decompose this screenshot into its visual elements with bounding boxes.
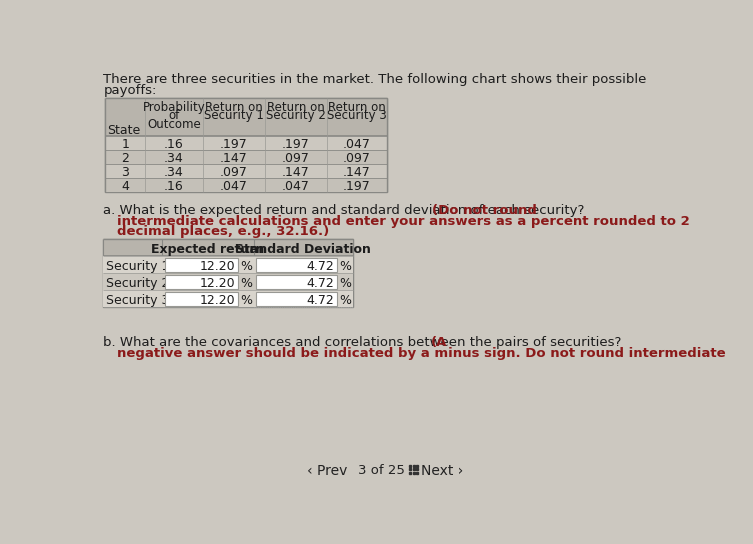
Bar — [256, 258, 337, 271]
Text: State: State — [107, 124, 141, 137]
Bar — [256, 292, 337, 306]
Text: %: % — [339, 260, 351, 273]
Text: 4.72: 4.72 — [306, 277, 334, 290]
Text: 3 of 25: 3 of 25 — [358, 464, 404, 477]
Text: Next ›: Next › — [421, 464, 463, 478]
Text: Return on: Return on — [205, 101, 263, 114]
Text: of: of — [169, 109, 179, 122]
Bar — [165, 292, 237, 306]
Text: Security 2: Security 2 — [105, 277, 169, 290]
Text: decimal places, e.g., 32.16.): decimal places, e.g., 32.16.) — [117, 225, 330, 238]
Text: 4.72: 4.72 — [306, 260, 334, 273]
Text: 12.20: 12.20 — [200, 277, 235, 290]
Text: intermediate calculations and enter your answers as a percent rounded to 2: intermediate calculations and enter your… — [117, 215, 691, 227]
Text: 12.20: 12.20 — [200, 260, 235, 273]
Text: %: % — [339, 294, 351, 307]
Bar — [103, 256, 353, 273]
Bar — [103, 239, 353, 307]
Text: Security 3: Security 3 — [105, 294, 169, 307]
Text: negative answer should be indicated by a minus sign. Do not round intermediate: negative answer should be indicated by a… — [117, 347, 726, 360]
Text: .16: .16 — [164, 138, 184, 151]
Text: Probability: Probability — [142, 101, 206, 114]
Text: 3: 3 — [121, 166, 129, 179]
Bar — [105, 136, 387, 150]
Text: Outcome: Outcome — [147, 118, 201, 131]
Bar — [103, 239, 353, 256]
Text: a. What is the expected return and standard deviation of each security?: a. What is the expected return and stand… — [103, 204, 589, 217]
Text: .047: .047 — [282, 180, 309, 193]
Text: 2: 2 — [121, 152, 129, 165]
Text: Return on: Return on — [328, 101, 386, 114]
Text: .147: .147 — [220, 152, 248, 165]
Text: Standard Deviation: Standard Deviation — [236, 243, 371, 256]
Bar — [105, 150, 387, 164]
Text: .34: .34 — [164, 166, 184, 179]
Text: %: % — [339, 277, 351, 290]
Bar — [105, 178, 387, 191]
Text: Security 2: Security 2 — [266, 109, 325, 122]
Text: .197: .197 — [343, 180, 370, 193]
Bar — [105, 97, 387, 191]
Text: Security 3: Security 3 — [327, 109, 387, 122]
Text: 1: 1 — [121, 138, 129, 151]
Text: Return on: Return on — [267, 101, 325, 114]
Bar — [165, 275, 237, 288]
Text: .197: .197 — [282, 138, 309, 151]
Text: (Do not round: (Do not round — [432, 204, 537, 217]
Bar — [256, 275, 337, 288]
Text: .147: .147 — [282, 166, 309, 179]
Text: Security 1: Security 1 — [204, 109, 264, 122]
Text: 12.20: 12.20 — [200, 294, 235, 307]
Text: Expected return: Expected return — [151, 243, 265, 256]
Text: %: % — [239, 260, 252, 273]
Bar — [103, 290, 353, 307]
Text: Security 1: Security 1 — [105, 260, 169, 273]
Text: 4.72: 4.72 — [306, 294, 334, 307]
Text: 4: 4 — [121, 180, 129, 193]
Bar — [105, 164, 387, 178]
Text: (A: (A — [431, 336, 447, 349]
Text: %: % — [239, 277, 252, 290]
Text: .097: .097 — [343, 152, 370, 165]
Bar — [165, 258, 237, 271]
Text: .047: .047 — [220, 180, 248, 193]
Text: b. What are the covariances and correlations between the pairs of securities?: b. What are the covariances and correlat… — [103, 336, 626, 349]
Text: .097: .097 — [282, 152, 309, 165]
Bar — [103, 273, 353, 290]
Text: %: % — [239, 294, 252, 307]
Text: .197: .197 — [220, 138, 248, 151]
Text: ‹ Prev: ‹ Prev — [307, 464, 348, 478]
Text: .097: .097 — [220, 166, 248, 179]
Text: .147: .147 — [343, 166, 370, 179]
Text: .16: .16 — [164, 180, 184, 193]
Text: There are three securities in the market. The following chart shows their possib: There are three securities in the market… — [103, 73, 647, 86]
Text: .047: .047 — [343, 138, 370, 151]
Text: .34: .34 — [164, 152, 184, 165]
Text: payoffs:: payoffs: — [103, 84, 157, 97]
Bar — [105, 97, 387, 136]
